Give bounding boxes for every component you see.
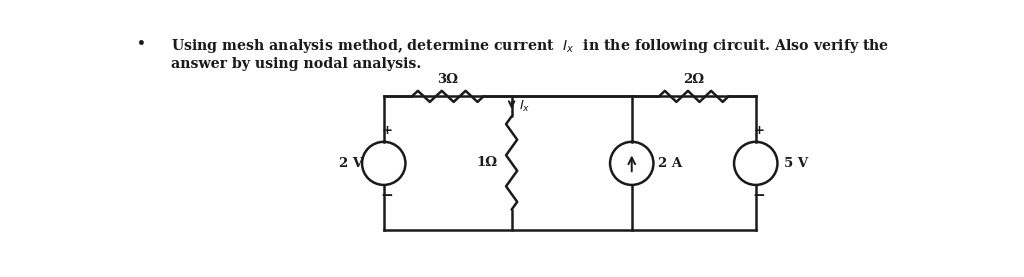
Text: 2Ω: 2Ω — [683, 73, 705, 86]
Text: 2 V: 2 V — [339, 157, 364, 170]
Text: •: • — [137, 37, 146, 51]
Text: Using mesh analysis method, determine current  $I_x$  in the following circuit. : Using mesh analysis method, determine cu… — [171, 37, 889, 55]
Text: answer by using nodal analysis.: answer by using nodal analysis. — [171, 57, 421, 71]
Text: 3Ω: 3Ω — [437, 73, 458, 86]
Text: +: + — [381, 124, 392, 137]
Text: 1Ω: 1Ω — [476, 157, 498, 170]
Text: −: − — [753, 188, 765, 203]
Text: +: + — [754, 124, 764, 137]
Text: $I_x$: $I_x$ — [519, 99, 530, 114]
Text: −: − — [381, 188, 393, 203]
Text: 5 V: 5 V — [783, 157, 808, 170]
Text: 2 A: 2 A — [658, 157, 682, 170]
